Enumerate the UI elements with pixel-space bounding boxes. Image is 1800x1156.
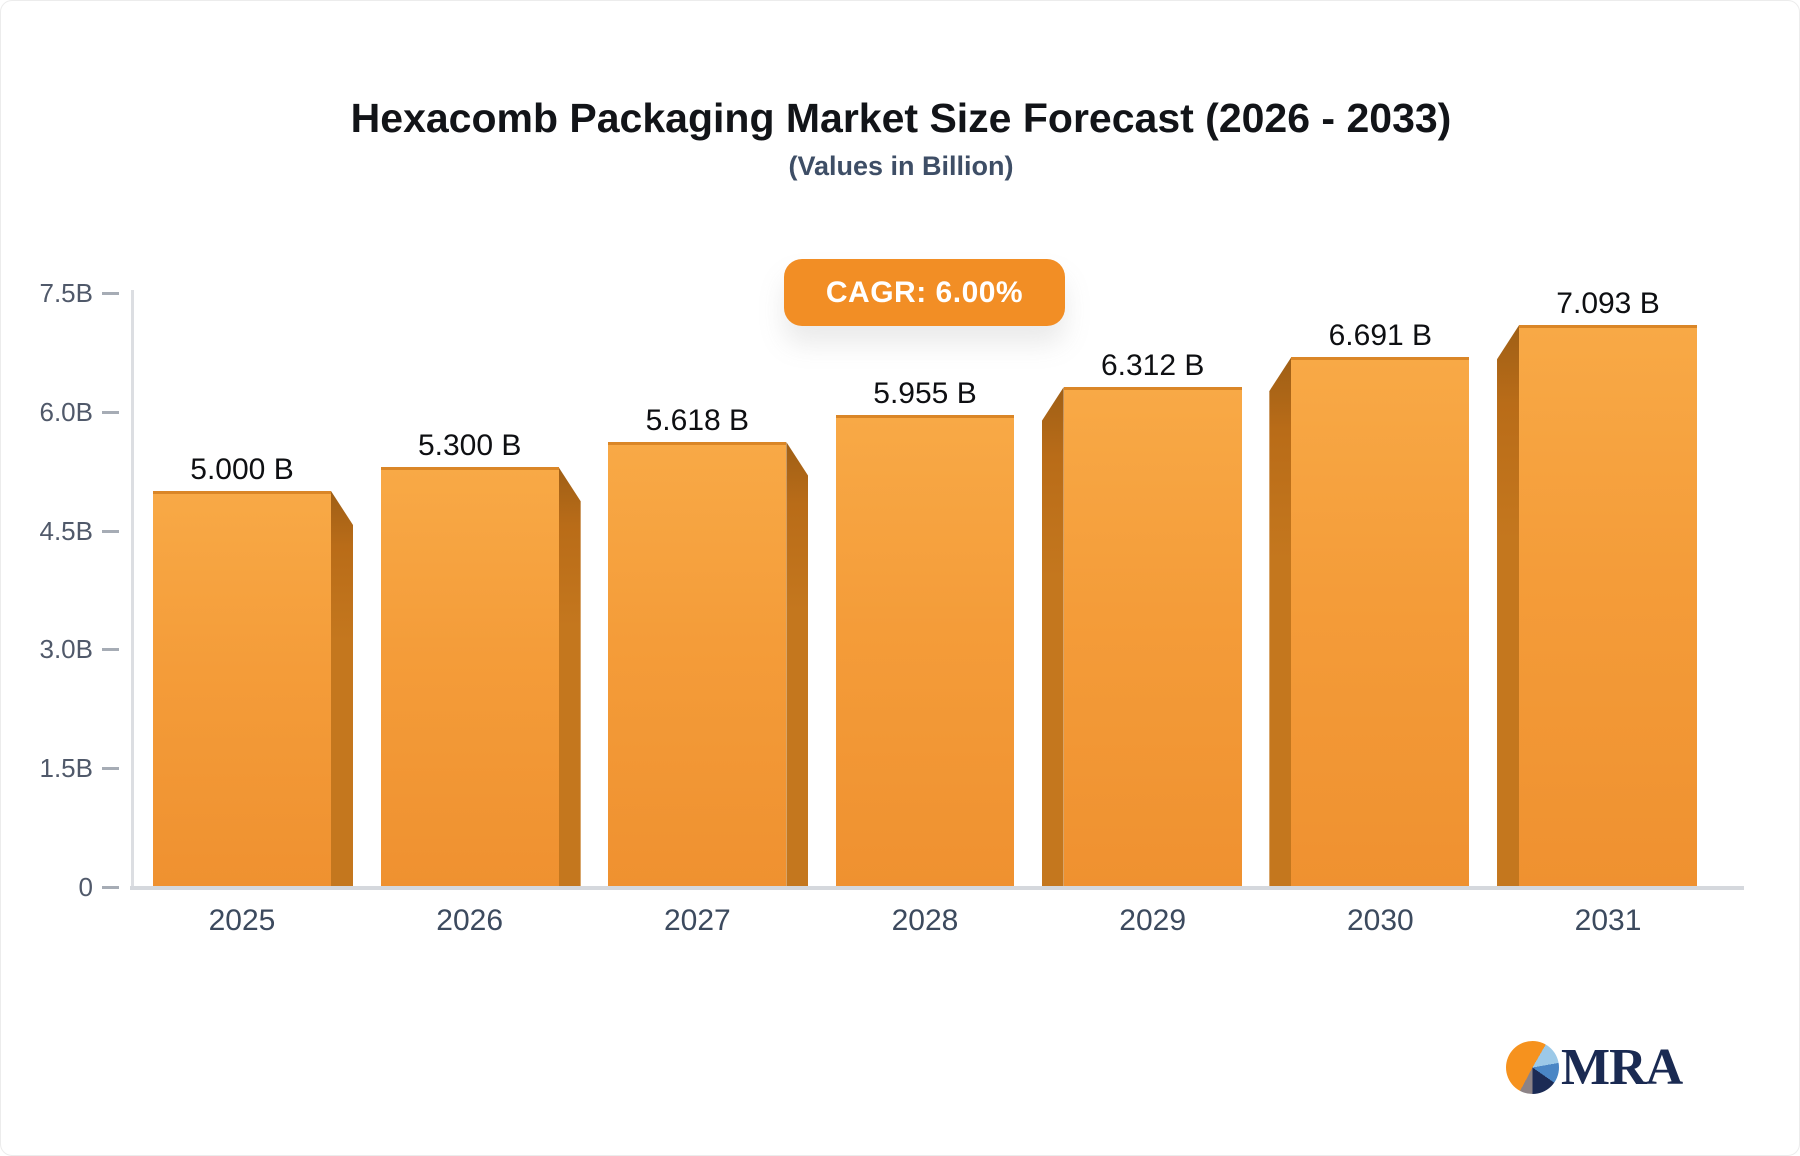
y-tick-label-1.5B: 1.5B: [39, 753, 94, 784]
y-tick-mark: [102, 886, 119, 889]
chart-title: Hexacomb Packaging Market Size Forecast …: [350, 95, 1452, 141]
bar-value-label-2029: 6.312 B: [1100, 349, 1205, 383]
x-tick-label-2028: 2028: [891, 904, 959, 937]
pie-chart-logo-icon: [1506, 1041, 1559, 1094]
y-tick-mark: [102, 292, 119, 295]
bar-value-label-2028: 5.955 B: [873, 377, 977, 411]
y-tick-label-0: 0: [78, 872, 93, 902]
bar-value-label-2031: 7.093 B: [1556, 287, 1660, 321]
y-axis-line: [131, 290, 134, 889]
bar-side-2026: [558, 467, 581, 887]
x-tick-label-2031: 2031: [1574, 904, 1642, 937]
cagr-badge: CAGR: 6.00%: [784, 259, 1065, 326]
bar-value-label-2026: 5.300 B: [417, 429, 522, 463]
bar-2031: [1519, 325, 1698, 887]
y-tick-label-7.5B: 7.5B: [39, 278, 94, 308]
bar-side-2031: [1497, 325, 1520, 887]
bar-2028: [836, 415, 1014, 887]
chart-subtitle: (Values in Billion): [788, 151, 1014, 181]
x-tick-label-2029: 2029: [1119, 904, 1187, 937]
bar-2029: [1063, 387, 1242, 887]
y-tick-mark: [102, 767, 119, 771]
x-tick-label-2027: 2027: [663, 904, 731, 937]
bar-side-2027: [786, 442, 809, 887]
bar-2027: [608, 442, 787, 887]
y-tick-mark: [102, 529, 119, 533]
x-tick-label-2025: 2025: [208, 904, 276, 937]
bar-side-2025: [331, 491, 353, 887]
cagr-badge-label: CAGR: 6.00%: [825, 275, 1024, 309]
bar-2026: [380, 467, 559, 887]
bar-side-2030: [1269, 357, 1292, 887]
mra-logo: MRA: [1506, 1039, 1683, 1096]
bar-value-label-2025: 5.000 B: [190, 453, 294, 486]
bar-side-2029: [1041, 387, 1064, 887]
y-tick-label-3.0B: 3.0B: [39, 634, 94, 665]
y-tick-label-4.5B: 4.5B: [39, 515, 94, 546]
bar-2025: [153, 491, 331, 887]
bar-2030: [1291, 357, 1470, 887]
bar-value-label-2030: 6.691 B: [1328, 319, 1433, 353]
y-tick-label-6.0B: 6.0B: [39, 396, 94, 427]
mra-logo-text: MRA: [1561, 1039, 1683, 1096]
y-tick-mark: [102, 648, 119, 652]
bar-value-label-2027: 5.618 B: [645, 404, 750, 438]
y-tick-mark: [102, 410, 119, 414]
x-tick-label-2026: 2026: [436, 904, 504, 937]
x-tick-label-2030: 2030: [1346, 904, 1414, 937]
x-axis-line: [130, 886, 1744, 890]
